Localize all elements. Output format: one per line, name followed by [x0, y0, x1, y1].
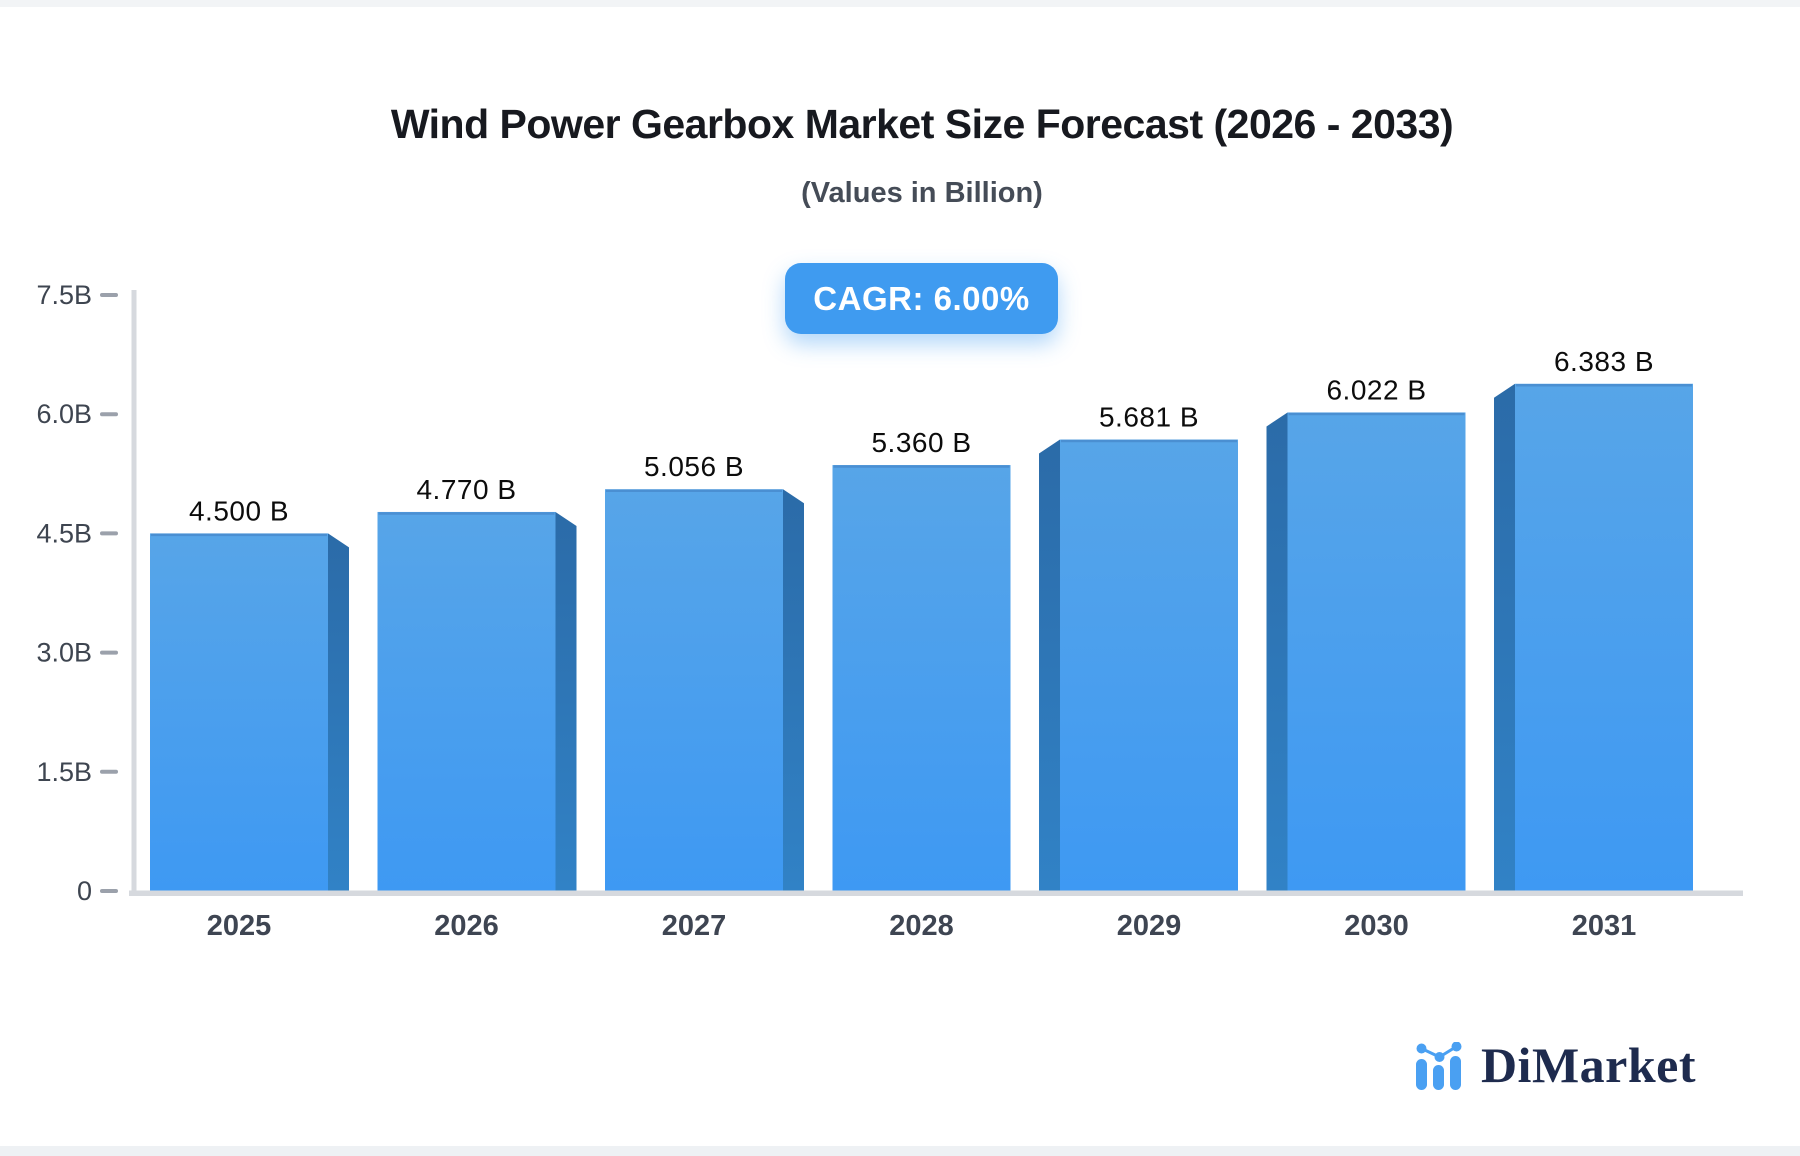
bar[interactable]	[150, 533, 328, 891]
chart-title: Wind Power Gearbox Market Size Forecast …	[390, 101, 1454, 147]
bar[interactable]	[377, 511, 556, 891]
y-axis-line	[131, 290, 137, 896]
y-axis-tick	[100, 769, 118, 774]
bar-chart-trend-icon	[1415, 1042, 1462, 1090]
x-axis-category-label: 2031	[1572, 910, 1637, 942]
x-axis-category-label: 2027	[662, 910, 727, 942]
x-axis-category-label: 2026	[434, 910, 499, 942]
y-axis-tick	[100, 889, 118, 893]
bar-value-label: 5.360 B	[871, 427, 971, 458]
bar-value-label: 4.500 B	[189, 495, 289, 526]
bar-side-face	[555, 511, 577, 891]
bar-value-label: 5.681 B	[1099, 402, 1199, 433]
y-axis-tick-label: 0	[77, 876, 92, 906]
bar-value-label: 6.383 B	[1554, 346, 1654, 377]
x-axis-category-label: 2028	[889, 910, 954, 942]
x-axis-category-label: 2029	[1117, 910, 1182, 942]
bar-side-face	[328, 533, 349, 891]
bar-value-label: 6.022 B	[1326, 374, 1426, 405]
bar[interactable]	[605, 489, 783, 891]
bar-value-label: 5.056 B	[644, 451, 744, 482]
y-axis-tick	[100, 412, 118, 417]
y-axis-tick-label: 6.0B	[36, 399, 92, 429]
bar[interactable]	[1287, 412, 1466, 891]
bar-side-face	[1039, 439, 1060, 891]
bar[interactable]	[832, 465, 1011, 891]
x-axis-category-label: 2030	[1344, 910, 1409, 942]
y-axis-tick-label: 3.0B	[36, 638, 92, 668]
cagr-badge: CAGR: 6.00%	[785, 263, 1058, 334]
bar-side-face	[1266, 412, 1288, 891]
brand-name: DiMarket	[1480, 1037, 1696, 1093]
bar[interactable]	[1515, 383, 1693, 891]
bar-value-label: 4.770 B	[416, 474, 516, 505]
y-axis-tick-label: 1.5B	[36, 757, 92, 787]
bar[interactable]	[1060, 439, 1238, 891]
bar-side-face	[783, 489, 804, 891]
y-axis-tick	[100, 531, 118, 536]
bar-side-face	[1494, 383, 1515, 891]
chart-subtitle: (Values in Billion)	[801, 177, 1043, 209]
brand-logo: DiMarket	[1415, 1037, 1696, 1093]
y-axis-tick-label: 7.5B	[36, 280, 92, 310]
y-axis-tick	[100, 650, 118, 655]
y-axis-tick-label: 4.5B	[36, 518, 92, 548]
x-axis-line	[129, 890, 1743, 896]
y-axis-tick	[100, 293, 118, 297]
x-axis-category-label: 2025	[207, 910, 272, 942]
bar-chart: 7.5B 6.0B 4.5B 3.0B 1.5B 0 4.500 B 2025 4.770 B 2…	[36, 280, 1743, 942]
